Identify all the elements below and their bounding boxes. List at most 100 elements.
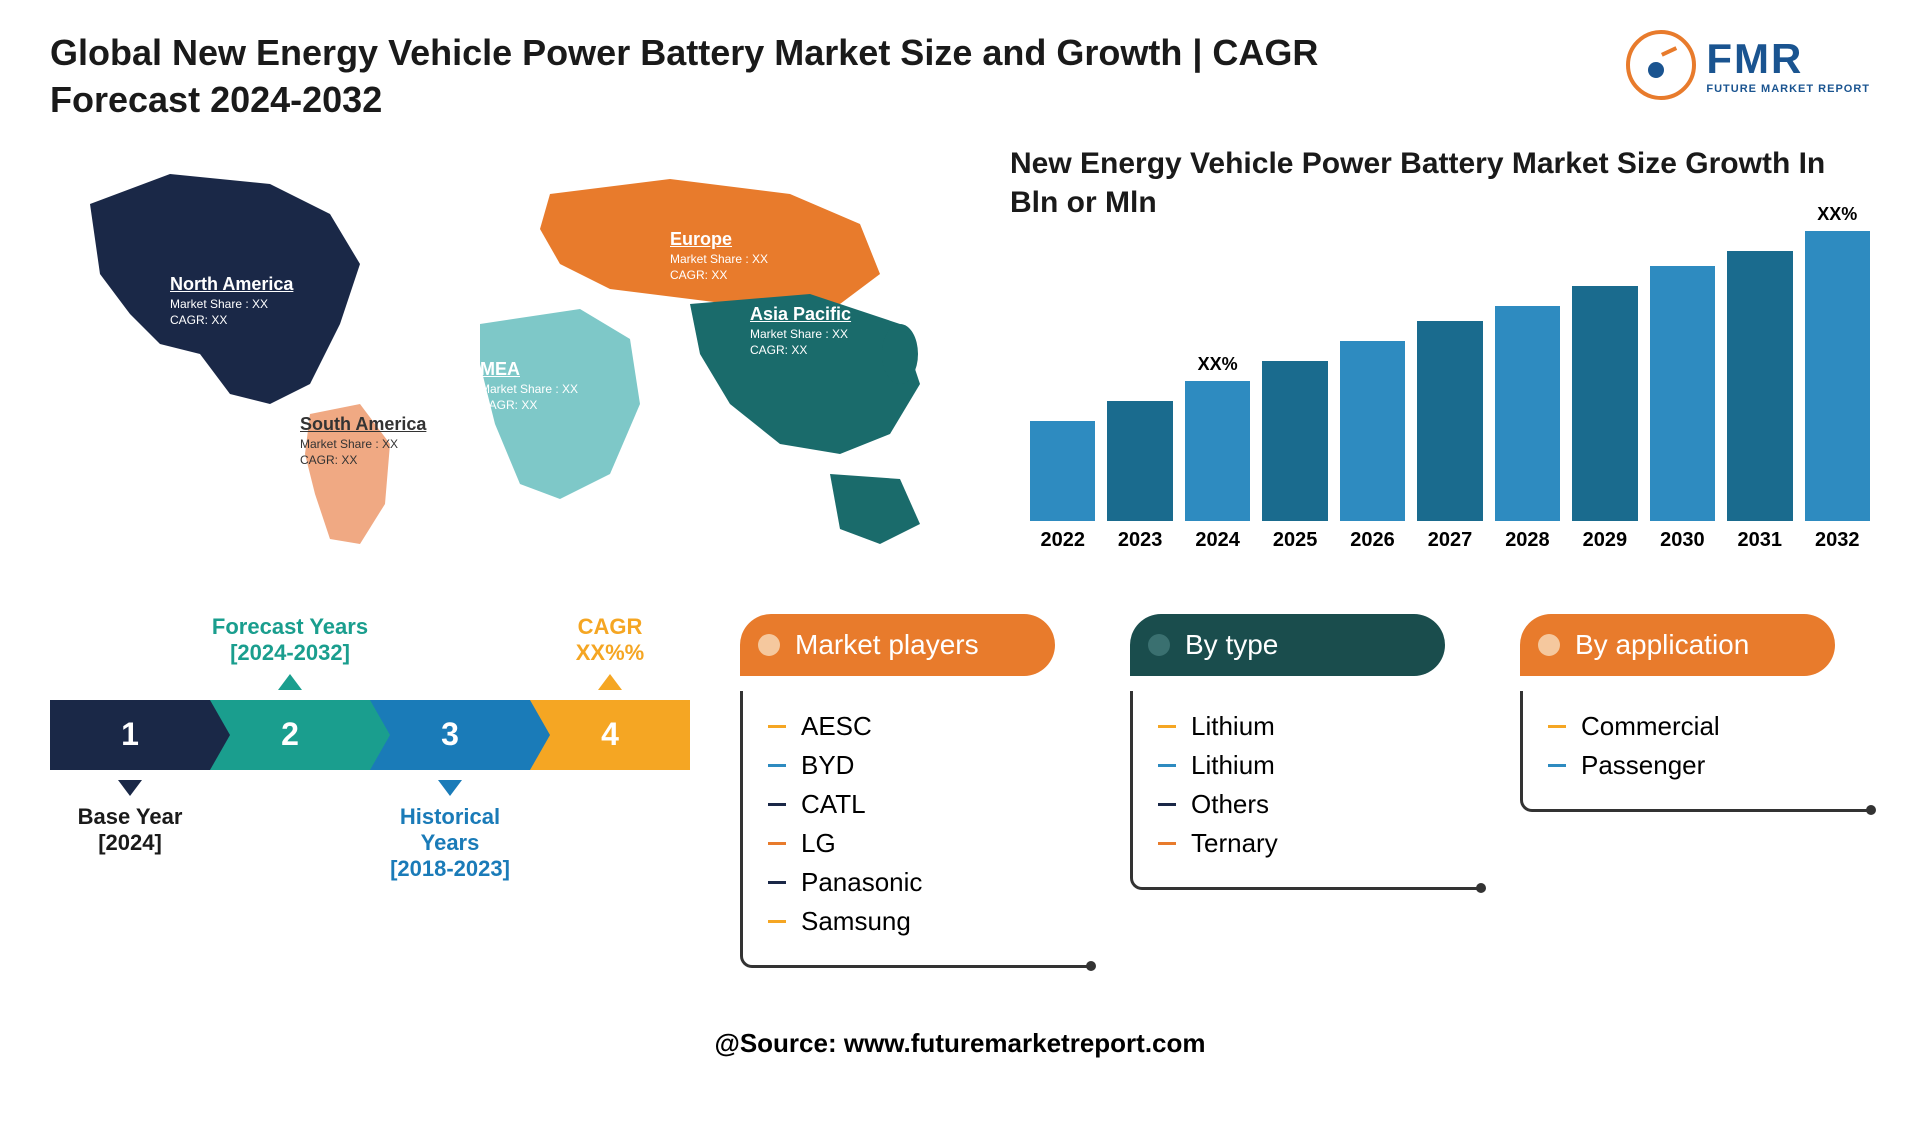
world-map: North AmericaMarket Share : XXCAGR: XX So… <box>50 144 950 564</box>
region-label: South AmericaMarket Share : XXCAGR: XX <box>300 414 426 467</box>
segment-item-label: Passenger <box>1581 750 1705 781</box>
bar-group: 2028 <box>1495 279 1560 552</box>
header: Global New Energy Vehicle Power Battery … <box>50 30 1870 124</box>
segment-item-label: Lithium <box>1191 711 1275 742</box>
segment-item-label: CATL <box>801 789 866 820</box>
bar-group: 2031 <box>1727 224 1792 552</box>
arrow-down-icon <box>118 780 142 796</box>
region-label: EuropeMarket Share : XXCAGR: XX <box>670 229 768 282</box>
segment-item-label: Commercial <box>1581 711 1720 742</box>
segment-header: By application <box>1520 614 1835 676</box>
segment-header: By type <box>1130 614 1445 676</box>
segment-item-label: Ternary <box>1191 828 1278 859</box>
bar <box>1262 361 1327 521</box>
segment-item: Others <box>1158 789 1480 820</box>
bar-group: XX% 2032 <box>1805 204 1870 552</box>
bar <box>1805 231 1870 521</box>
tick-icon <box>1158 725 1176 728</box>
chart-title: New Energy Vehicle Power Battery Market … <box>1010 144 1870 222</box>
tick-icon <box>1548 725 1566 728</box>
segment-column: By application Commercial Passenger <box>1520 614 1870 968</box>
timeline-top-labels: Forecast Years [2024-2032] CAGR XX%% <box>50 614 690 690</box>
source-text: @Source: www.futuremarketreport.com <box>50 1028 1870 1059</box>
tick-icon <box>768 920 786 923</box>
segment-item-label: Lithium <box>1191 750 1275 781</box>
bar-group: 2027 <box>1417 294 1482 552</box>
tick-icon <box>1548 764 1566 767</box>
segment-item-label: AESC <box>801 711 872 742</box>
bar-year: 2029 <box>1583 529 1628 552</box>
bar <box>1107 401 1172 521</box>
segment-column: Market players AESC BYD CATL LG Panasonic Sam… <box>740 614 1090 968</box>
bars-container: 2022 2023XX% 2024 2025 2026 2027 2028 20… <box>1010 242 1870 552</box>
logo-text: FMR FUTURE MARKET REPORT <box>1706 35 1870 95</box>
logo-sub: FUTURE MARKET REPORT <box>1706 83 1870 95</box>
tick-icon <box>768 881 786 884</box>
segment-item: Lithium <box>1158 750 1480 781</box>
bar-year: 2027 <box>1428 529 1473 552</box>
historical-label: Historical Years [2018-2023] <box>370 780 530 882</box>
segment-item: Passenger <box>1548 750 1870 781</box>
tick-icon <box>1158 803 1176 806</box>
bar-group: 2029 <box>1572 259 1637 552</box>
segment-list: AESC BYD CATL LG Panasonic Samsung <box>740 691 1090 968</box>
arrow-down-icon <box>438 780 462 796</box>
bar-year: 2031 <box>1738 529 1783 552</box>
base-year-label: Base Year [2024] <box>50 780 210 882</box>
bar-year: 2028 <box>1505 529 1550 552</box>
bar <box>1495 306 1560 521</box>
bar-year: 2025 <box>1273 529 1318 552</box>
segment-item: AESC <box>768 711 1090 742</box>
logo-icon <box>1626 30 1696 100</box>
segment-list: Commercial Passenger <box>1520 691 1870 812</box>
segment-item: LG <box>768 828 1090 859</box>
bar-group: 2026 <box>1340 314 1405 552</box>
bar-group: 2023 <box>1107 374 1172 552</box>
timeline-segment: 4 <box>530 700 690 770</box>
bar-year: 2023 <box>1118 529 1163 552</box>
segment-item: Ternary <box>1158 828 1480 859</box>
region-label: North AmericaMarket Share : XXCAGR: XX <box>170 274 293 327</box>
segment-item: CATL <box>768 789 1090 820</box>
segments-row: Market players AESC BYD CATL LG Panasonic Sam… <box>740 614 1870 968</box>
bar <box>1727 251 1792 521</box>
tick-icon <box>1158 842 1176 845</box>
bar-year: 2030 <box>1660 529 1705 552</box>
segment-item: Lithium <box>1158 711 1480 742</box>
timeline-segment: 1 <box>50 700 210 770</box>
tick-icon <box>1158 764 1176 767</box>
bar <box>1185 381 1250 521</box>
bar-group: 2022 <box>1030 394 1095 552</box>
timeline-segment: 3 <box>370 700 530 770</box>
bar <box>1650 266 1715 521</box>
segment-header: Market players <box>740 614 1055 676</box>
bar-year: 2024 <box>1195 529 1240 552</box>
segment-item-label: Samsung <box>801 906 911 937</box>
segment-item-label: Others <box>1191 789 1269 820</box>
forecast-label: Forecast Years [2024-2032] <box>210 614 370 690</box>
bottom-row: Forecast Years [2024-2032] CAGR XX%% 123… <box>50 614 1870 968</box>
bar-group: 2030 <box>1650 239 1715 552</box>
timeline-bottom-labels: Base Year [2024] Historical Years [2018-… <box>50 780 690 882</box>
page-title: Global New Energy Vehicle Power Battery … <box>50 30 1450 124</box>
logo-fmr: FMR <box>1706 35 1870 83</box>
region-label: Asia PacificMarket Share : XXCAGR: XX <box>750 304 851 357</box>
timeline-segment: 2 <box>210 700 370 770</box>
main-row: North AmericaMarket Share : XXCAGR: XX So… <box>50 144 1870 564</box>
tick-icon <box>768 803 786 806</box>
segment-item: BYD <box>768 750 1090 781</box>
bar <box>1572 286 1637 521</box>
segment-item: Commercial <box>1548 711 1870 742</box>
segment-list: Lithium Lithium Others Ternary <box>1130 691 1480 890</box>
segment-item-label: Panasonic <box>801 867 922 898</box>
segment-item-label: LG <box>801 828 836 859</box>
bar-group: 2025 <box>1262 334 1327 552</box>
tick-icon <box>768 842 786 845</box>
tick-icon <box>768 764 786 767</box>
cagr-label: CAGR XX%% <box>530 614 690 690</box>
tick-icon <box>768 725 786 728</box>
arrow-up-icon <box>278 674 302 690</box>
logo: FMR FUTURE MARKET REPORT <box>1626 30 1870 100</box>
bar-year: 2026 <box>1350 529 1395 552</box>
bar-chart: New Energy Vehicle Power Battery Market … <box>990 144 1870 564</box>
